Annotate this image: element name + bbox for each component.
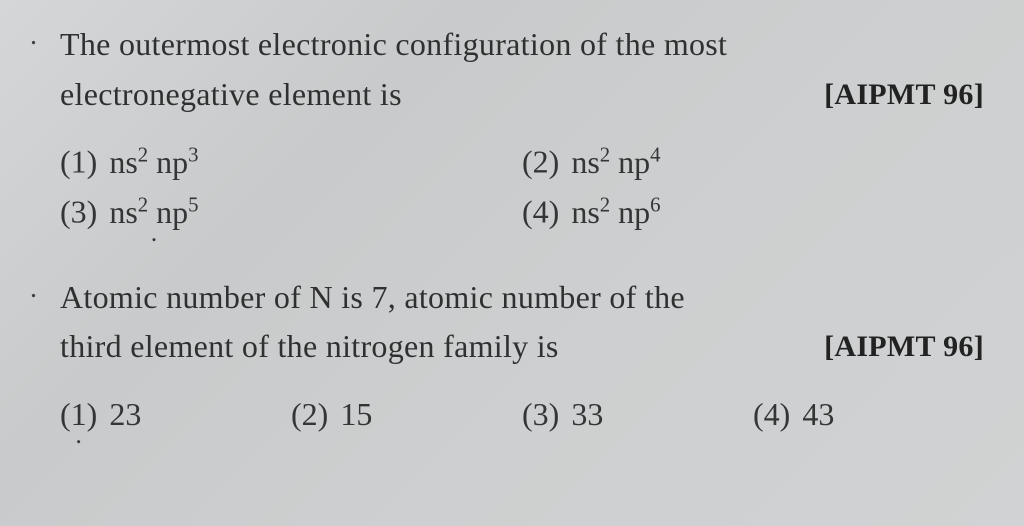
q2-option-2: (2) 15	[291, 390, 522, 439]
opt-value: 43	[802, 396, 834, 432]
opt-value: ns2 np5	[109, 194, 198, 230]
question-2-text: Atomic number of N is 7, atomic number o…	[60, 273, 984, 372]
q1-option-2: (2) ns2 np4	[522, 137, 984, 187]
question-2: . Atomic number of N is 7, atomic number…	[60, 273, 984, 439]
opt-label: (2)	[291, 396, 328, 432]
q2-option-1: (1) 23	[60, 390, 291, 439]
opt-value: 33	[571, 396, 603, 432]
opt-value: ns2 np4	[571, 144, 660, 180]
q1-option-4: (4) ns2 np6	[522, 187, 984, 237]
opt-value: ns2 np3	[109, 144, 198, 180]
q2-options: (1) 23 (2) 15 (3) 33 (4) 43	[60, 390, 984, 439]
opt-label: (3)	[60, 194, 97, 230]
q2-option-3: (3) 33	[522, 390, 753, 439]
opt-label: (3)	[522, 396, 559, 432]
opt-label: (2)	[522, 144, 559, 180]
opt-value: 15	[340, 396, 372, 432]
opt-label: (4)	[753, 396, 790, 432]
q1-line2: electronegative element is	[60, 76, 402, 112]
q1-line1: The outermost electronic configuration o…	[60, 26, 727, 62]
q1-source-tag: [AIPMT 96]	[824, 72, 984, 119]
opt-label: (4)	[522, 194, 559, 230]
q2-source-tag: [AIPMT 96]	[824, 324, 984, 371]
opt-label: (1)	[60, 144, 97, 180]
q2-line2: third element of the nitrogen family is	[60, 328, 559, 364]
question-1: . The outermost electronic configuration…	[60, 20, 984, 237]
opt-value: 23	[109, 396, 141, 432]
bullet-dot: .	[30, 273, 37, 305]
q1-option-1: (1) ns2 np3	[60, 137, 522, 187]
bullet-dot: .	[30, 20, 37, 52]
q2-option-4: (4) 43	[753, 390, 984, 439]
question-1-text: The outermost electronic configuration o…	[60, 20, 984, 119]
q2-line1: Atomic number of N is 7, atomic number o…	[60, 279, 685, 315]
q1-option-3: (3) ns2 np5	[60, 187, 522, 237]
opt-value: ns2 np6	[571, 194, 660, 230]
q1-options: (1) ns2 np3 (2) ns2 np4 (3) ns2 np5 (4) …	[60, 137, 984, 236]
opt-label: (1)	[60, 396, 97, 432]
